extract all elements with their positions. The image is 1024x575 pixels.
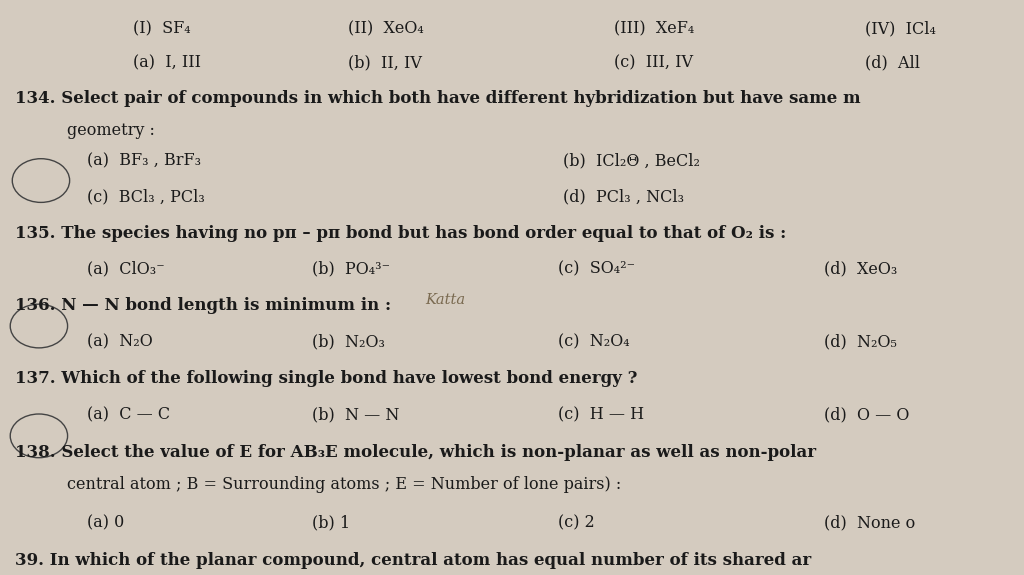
Text: (III)  XeF₄: (III) XeF₄ <box>614 20 694 37</box>
Text: (b)  ICl₂Θ , BeCl₂: (b) ICl₂Θ , BeCl₂ <box>563 152 700 170</box>
Text: (IV)  ICl₄: (IV) ICl₄ <box>865 20 936 37</box>
Text: geometry :: geometry : <box>67 122 155 140</box>
Text: 137. Which of the following single bond have lowest bond energy ?: 137. Which of the following single bond … <box>15 370 638 388</box>
Text: (b)  PO₄³⁻: (b) PO₄³⁻ <box>312 260 390 277</box>
Text: (a)  C — C: (a) C — C <box>87 407 170 424</box>
Text: 135. The species having no pπ – pπ bond but has bond order equal to that of O₂ i: 135. The species having no pπ – pπ bond … <box>15 225 786 243</box>
Text: (a)  I, III: (a) I, III <box>133 55 201 72</box>
Text: (d)  None o: (d) None o <box>824 515 915 532</box>
Text: (a)  BF₃ , BrF₃: (a) BF₃ , BrF₃ <box>87 152 201 170</box>
Text: (a)  ClO₃⁻: (a) ClO₃⁻ <box>87 260 165 277</box>
Text: (c)  SO₄²⁻: (c) SO₄²⁻ <box>558 260 635 277</box>
Text: Katta: Katta <box>425 293 465 307</box>
Text: (b)  N — N: (b) N — N <box>312 407 399 424</box>
Text: 39. In which of the planar compound, central atom has equal number of its shared: 39. In which of the planar compound, cen… <box>15 552 812 569</box>
Text: 136. N — N bond length is minimum in :: 136. N — N bond length is minimum in : <box>15 297 391 314</box>
Text: (a)  N₂O: (a) N₂O <box>87 334 153 351</box>
Text: (c)  H — H: (c) H — H <box>558 407 644 424</box>
Text: (b)  N₂O₃: (b) N₂O₃ <box>312 334 385 351</box>
Text: 138. Select the value of E for AB₃E molecule, which is non-planar as well as non: 138. Select the value of E for AB₃E mole… <box>15 444 816 461</box>
Text: (d)  All: (d) All <box>865 55 921 72</box>
Text: (d)  PCl₃ , NCl₃: (d) PCl₃ , NCl₃ <box>563 189 684 206</box>
Text: 134. Select pair of compounds in which both have different hybridization but hav: 134. Select pair of compounds in which b… <box>15 90 861 108</box>
Text: (b)  II, IV: (b) II, IV <box>348 55 422 72</box>
Text: central atom ; B = Surrounding atoms ; E = Number of lone pairs) :: central atom ; B = Surrounding atoms ; E… <box>67 476 621 493</box>
Text: (b) 1: (b) 1 <box>312 515 350 532</box>
Text: (c)  III, IV: (c) III, IV <box>614 55 693 72</box>
Text: (c)  BCl₃ , PCl₃: (c) BCl₃ , PCl₃ <box>87 189 205 206</box>
Text: (d)  O — O: (d) O — O <box>824 407 909 424</box>
Text: (d)  XeO₃: (d) XeO₃ <box>824 260 898 277</box>
Text: (d)  N₂O₅: (d) N₂O₅ <box>824 334 897 351</box>
Text: (c) 2: (c) 2 <box>558 515 595 532</box>
Text: (c)  N₂O₄: (c) N₂O₄ <box>558 334 630 351</box>
Text: (a) 0: (a) 0 <box>87 515 124 532</box>
Text: (I)  SF₄: (I) SF₄ <box>133 20 190 37</box>
Text: (II)  XeO₄: (II) XeO₄ <box>348 20 424 37</box>
